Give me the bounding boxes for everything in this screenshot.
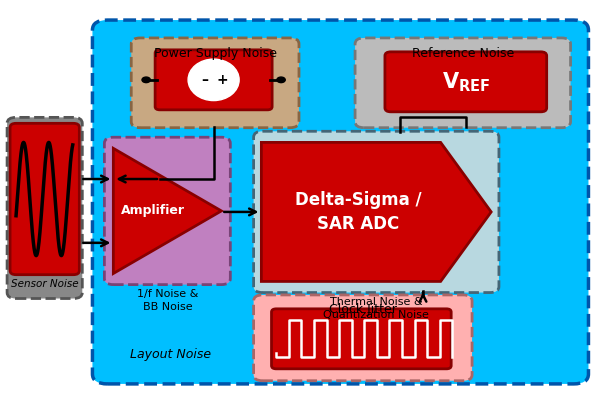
Text: +: + — [217, 73, 229, 87]
FancyBboxPatch shape — [155, 50, 272, 110]
Circle shape — [142, 77, 151, 83]
Text: Amplifier: Amplifier — [121, 204, 185, 218]
FancyBboxPatch shape — [7, 117, 82, 298]
Polygon shape — [113, 148, 221, 274]
Text: Power Supply Noise: Power Supply Noise — [154, 47, 277, 60]
FancyBboxPatch shape — [92, 20, 589, 384]
Text: Thermal Noise &
Quantization Noise: Thermal Noise & Quantization Noise — [323, 297, 429, 320]
Text: Sensor Noise: Sensor Noise — [11, 278, 79, 288]
Ellipse shape — [188, 59, 239, 100]
FancyBboxPatch shape — [10, 123, 79, 275]
FancyBboxPatch shape — [131, 38, 299, 128]
Text: $\mathbf{V_{REF}}$: $\mathbf{V_{REF}}$ — [442, 70, 490, 94]
FancyBboxPatch shape — [385, 52, 547, 112]
FancyBboxPatch shape — [254, 295, 472, 381]
FancyBboxPatch shape — [104, 137, 230, 285]
FancyBboxPatch shape — [272, 309, 451, 369]
Circle shape — [277, 77, 285, 83]
Polygon shape — [262, 142, 491, 282]
Text: Clock Jitter: Clock Jitter — [329, 303, 397, 316]
Text: –: – — [201, 73, 208, 87]
Text: Delta-Sigma /
SAR ADC: Delta-Sigma / SAR ADC — [295, 191, 421, 233]
Text: 1/f Noise &
BB Noise: 1/f Noise & BB Noise — [137, 289, 198, 312]
FancyBboxPatch shape — [355, 38, 571, 128]
Text: Layout Noise: Layout Noise — [130, 348, 211, 361]
FancyBboxPatch shape — [254, 131, 499, 292]
Text: Reference Noise: Reference Noise — [412, 47, 514, 60]
